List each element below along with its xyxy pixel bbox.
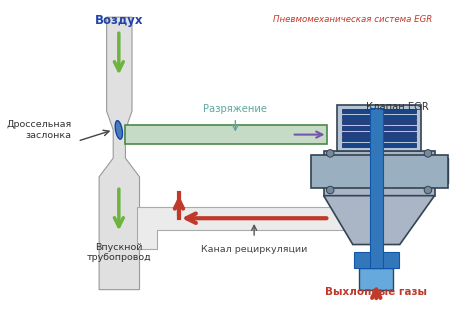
Polygon shape: [370, 108, 383, 268]
Polygon shape: [342, 120, 416, 124]
Polygon shape: [342, 109, 416, 113]
Text: Канал рециркуляции: Канал рециркуляции: [201, 245, 307, 254]
Polygon shape: [324, 196, 435, 245]
Polygon shape: [99, 17, 139, 290]
Polygon shape: [337, 106, 421, 151]
Text: Воздух: Воздух: [95, 14, 143, 27]
Text: Разряжение: Разряжение: [203, 104, 267, 114]
Circle shape: [327, 150, 334, 157]
Circle shape: [424, 150, 432, 157]
Polygon shape: [137, 207, 353, 249]
Circle shape: [424, 186, 432, 194]
Polygon shape: [324, 151, 435, 196]
Polygon shape: [359, 268, 393, 290]
Polygon shape: [354, 252, 399, 268]
Polygon shape: [342, 132, 416, 136]
Text: Клапан EGR: Клапан EGR: [365, 102, 428, 112]
Polygon shape: [126, 125, 328, 144]
Text: Дроссельная
заслонка: Дроссельная заслонка: [7, 120, 72, 140]
Text: Впускной
трубопровод: Впускной трубопровод: [87, 243, 151, 262]
Polygon shape: [310, 158, 324, 183]
Polygon shape: [342, 143, 416, 147]
Polygon shape: [342, 115, 416, 119]
Polygon shape: [310, 155, 447, 188]
Text: Пневмомеханическая система EGR: Пневмомеханическая система EGR: [273, 15, 432, 24]
Ellipse shape: [115, 121, 122, 139]
Polygon shape: [342, 126, 416, 130]
Text: Выхлопные газы: Выхлопные газы: [325, 287, 427, 297]
Polygon shape: [342, 137, 416, 141]
Polygon shape: [435, 158, 447, 183]
Circle shape: [327, 186, 334, 194]
